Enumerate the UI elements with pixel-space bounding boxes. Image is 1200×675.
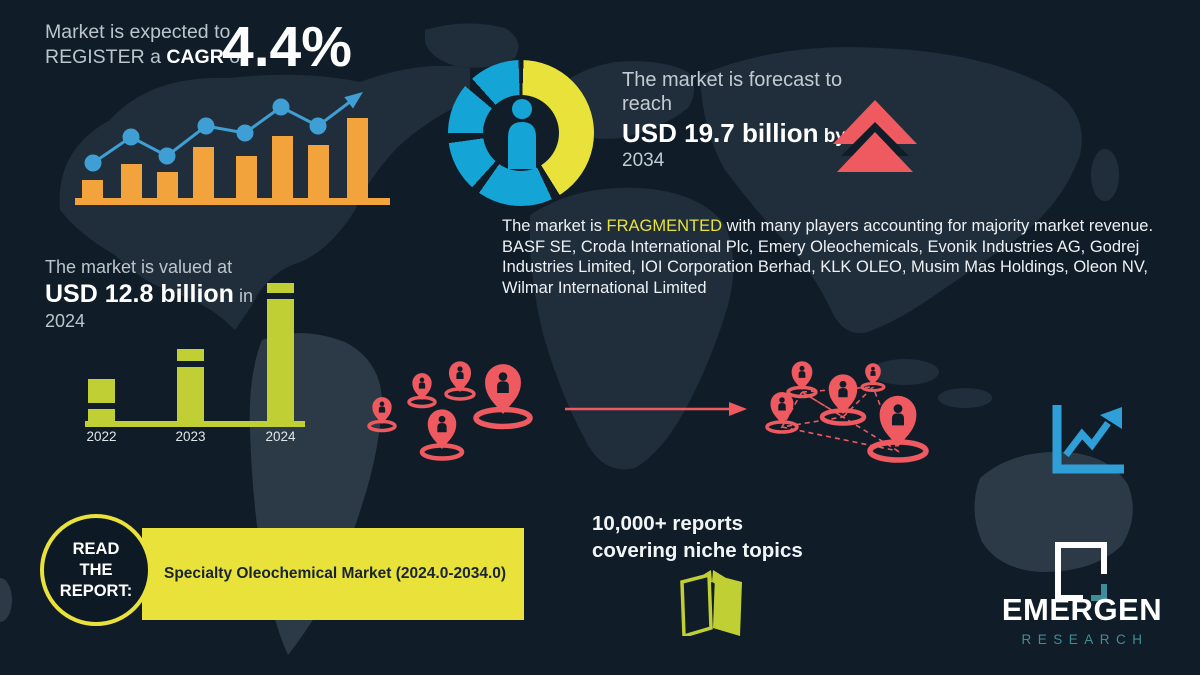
fragmented-pre: The market is [502,217,607,235]
cagr-bar-6 [272,136,293,198]
cagr-line1: Market is expected to [45,21,231,43]
person-icon [508,99,536,169]
cagr-trend-line [84,91,363,172]
map-australia [974,451,1133,572]
map-asia [700,47,1082,334]
map-new-zealand [0,578,12,622]
bar-stripe [88,403,115,409]
map-africa [529,187,734,470]
cagr-bar-4 [193,147,214,198]
cagr-value: 4.4% [222,15,352,79]
read-report-line2: THE [79,560,113,579]
emergen-logo-mark [1055,542,1107,601]
valued-year: 2024 [45,311,86,331]
cagr-bar-3 [157,172,178,198]
forecast-block: The market is forecast to reach USD 19.7… [622,68,846,172]
valued-in-label: in [233,286,253,306]
double-up-arrow-icon [833,100,917,172]
report-banner-title: Specialty Oleochemical Market (2024.0-20… [164,565,507,582]
map-indonesia [938,388,992,408]
cagr-line2-pre: REGISTER a [45,46,167,68]
bar-stripe [177,361,204,367]
valued-value: USD 12.8 billion [45,280,234,308]
map-se-asia [871,359,939,385]
year-label-2022: 2022 [86,429,117,444]
market-value-chart: 2022 2023 2024 [85,283,310,448]
market-value-baseline [85,421,305,427]
cluster-arrow [565,402,747,416]
logo-name: EMERGEN [1001,592,1163,627]
cagr-bar-2 [121,164,142,198]
market-players-pins [367,361,929,463]
cagr-bar-5 [236,156,257,198]
reports-blurb-line2: covering niche topics [592,539,803,562]
cagr-bar-8 [347,118,368,198]
fragmented-post: with many players accounting for majorit… [502,217,1154,297]
forecast-value: USD 19.7 billion [622,118,819,148]
read-report-line3: REPORT: [59,581,133,600]
map-japan [1091,149,1119,201]
reports-blurb: 10,000+ reports covering niche topics [592,510,803,564]
valued-line1: The market is valued at [45,257,233,277]
cagr-line2-bold: CAGR [166,46,224,68]
growth-chart-icon [1052,405,1124,474]
market-value-bar-2022 [88,379,115,421]
cagr-trend-baseline [75,198,390,205]
read-report-line1: READ [72,539,120,558]
read-report-badge[interactable]: READ THE REPORT: [40,514,152,626]
year-label-2024: 2024 [265,429,296,444]
forecast-year: 2034 [622,150,665,171]
market-value-bar-2024 [267,283,294,421]
open-book-icon [680,570,742,636]
report-banner[interactable]: Specialty Oleochemical Market (2024.0-20… [142,528,524,620]
cagr-bar-7 [308,145,329,198]
pin-cluster-left [367,361,533,461]
forecast-line1: The market is forecast to [622,69,843,91]
map-greenland [425,23,519,68]
cagr-headline: Market is expected to REGISTER a CAGR of [45,20,245,70]
bar-stripe [267,293,294,299]
logo-subtitle: RESEARCH [1021,632,1149,647]
market-value-bar-2023 [177,349,204,421]
cagr-trend-chart [75,91,390,205]
valued-block: The market is valued at USD 12.8 billion… [45,256,253,333]
cagr-bar-1 [82,180,103,198]
forecast-line2: reach [622,93,673,115]
fragmented-highlight: FRAGMENTED [606,217,723,235]
reports-blurb-line1: 10,000+ reports [592,512,743,535]
year-label-2023: 2023 [175,429,206,444]
pin-cluster-right [765,361,929,463]
cagr-line2-post: of [223,46,246,68]
fragmented-paragraph: The market is FRAGMENTED with many playe… [502,216,1170,298]
